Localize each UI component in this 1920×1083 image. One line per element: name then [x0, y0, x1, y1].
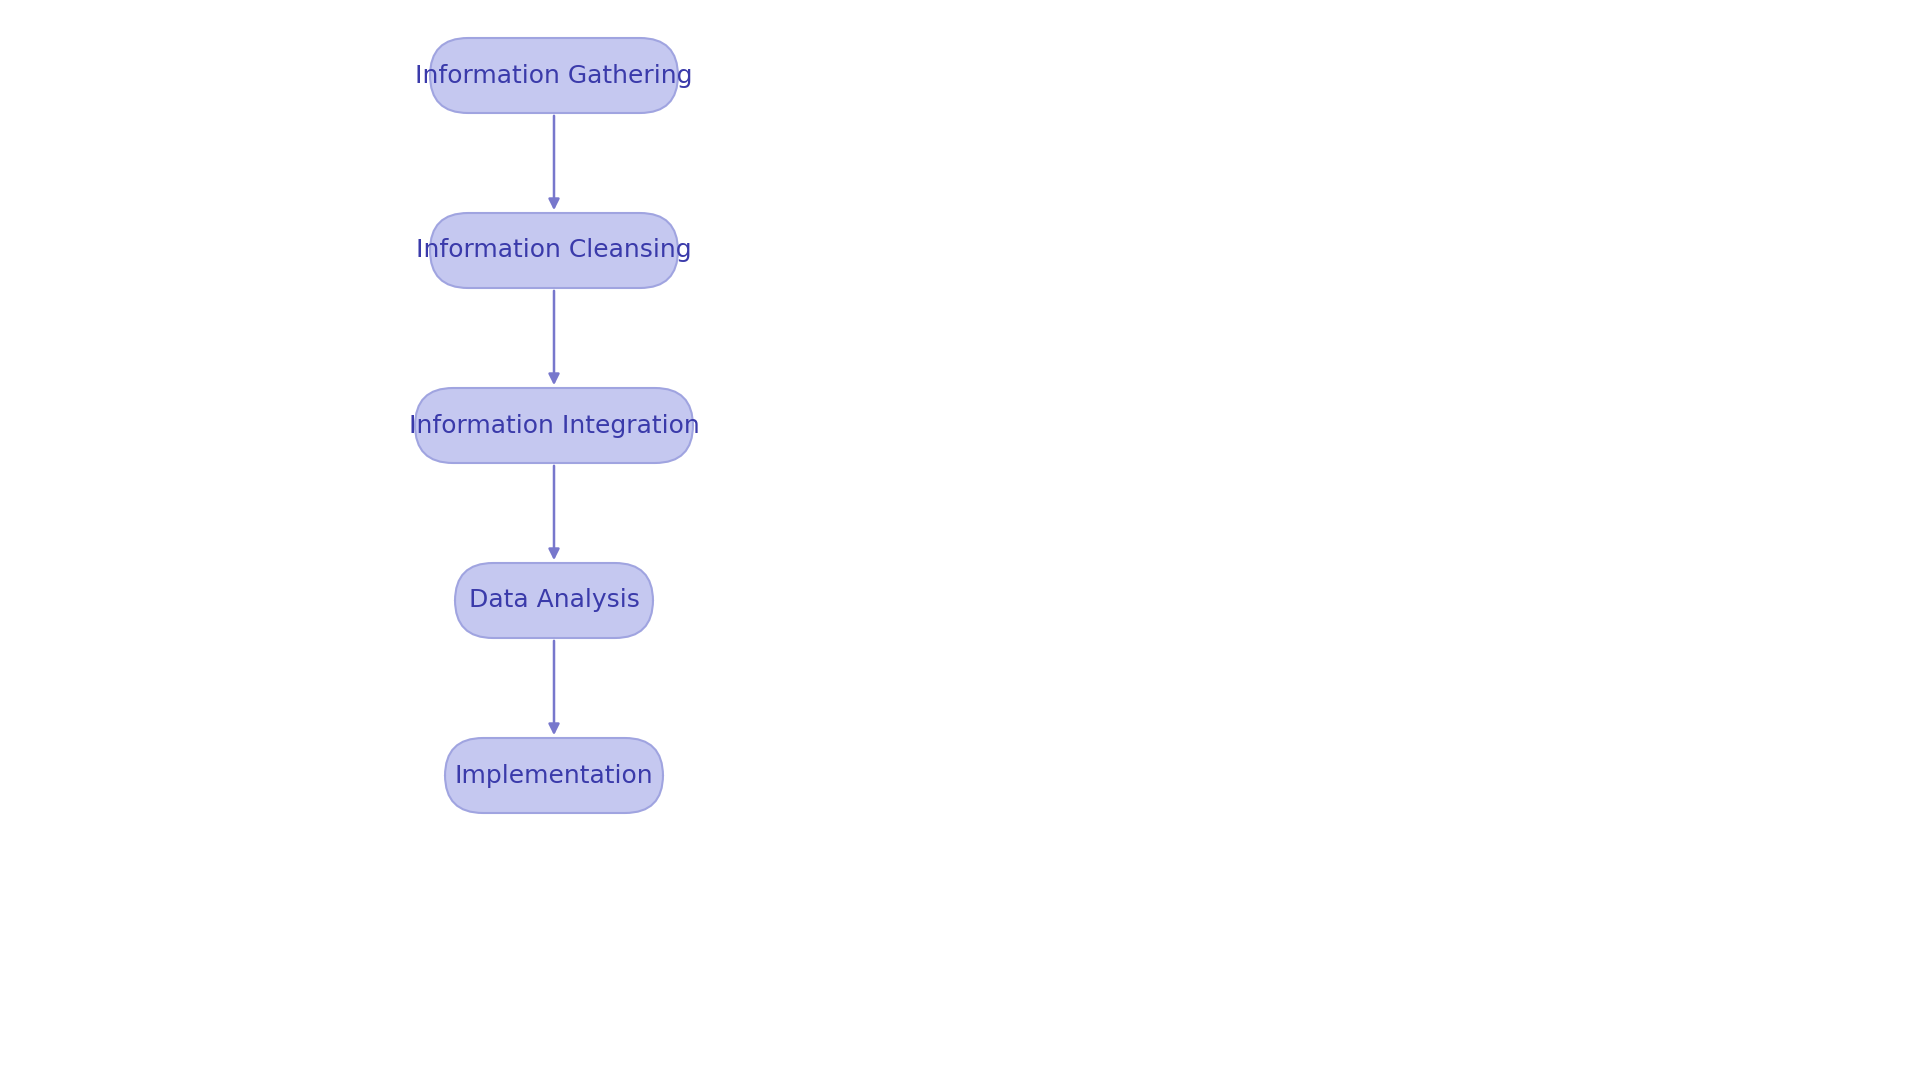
Text: Information Integration: Information Integration: [409, 414, 699, 438]
FancyBboxPatch shape: [455, 563, 653, 638]
FancyBboxPatch shape: [430, 38, 678, 113]
FancyBboxPatch shape: [445, 738, 662, 813]
Text: Data Analysis: Data Analysis: [468, 588, 639, 613]
Text: Implementation: Implementation: [455, 764, 653, 787]
Text: Information Gathering: Information Gathering: [415, 64, 693, 88]
FancyBboxPatch shape: [430, 213, 678, 288]
Text: Information Cleansing: Information Cleansing: [417, 238, 691, 262]
FancyBboxPatch shape: [415, 388, 693, 464]
